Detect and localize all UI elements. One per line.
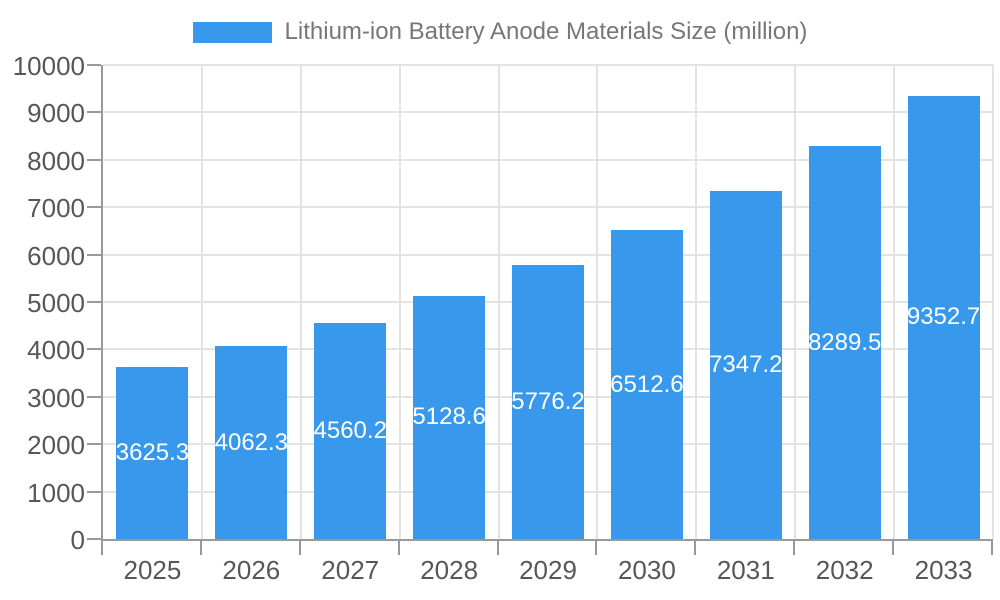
y-axis-tick-label: 10000 (12, 51, 85, 81)
x-axis-tick-label: 2028 (420, 555, 479, 585)
y-axis-tick-label: 1000 (27, 477, 85, 508)
y-axis-tick-label: 5000 (27, 288, 85, 318)
y-axis-tick-mark (87, 490, 101, 493)
gridline-vertical (398, 65, 401, 539)
y-axis-tick-label: 7000 (27, 193, 85, 224)
gridline-vertical (695, 65, 698, 539)
bar (709, 190, 782, 539)
y-axis-tick-mark (87, 538, 101, 540)
y-axis-tick-mark (87, 158, 101, 161)
bar (512, 265, 584, 539)
y-axis-tick-mark (87, 443, 101, 446)
bar (808, 146, 881, 539)
x-axis-tick-mark (595, 541, 598, 555)
x-axis-tick-mark (199, 541, 202, 555)
y-axis-tick-label: 2000 (27, 430, 85, 461)
y-axis-tick-label: 9000 (27, 98, 85, 129)
x-axis-tick-mark (496, 541, 499, 555)
bar (907, 95, 980, 539)
x-axis-tick-label: 2029 (519, 555, 577, 585)
x-axis-tick-mark (298, 541, 301, 555)
bar (116, 367, 189, 539)
y-axis-tick-mark (87, 206, 101, 209)
x-axis-tick-label: 2031 (716, 555, 775, 585)
x-axis-tick-label: 2026 (222, 555, 281, 585)
gridline-vertical (200, 65, 203, 539)
gridline-horizontal (103, 158, 993, 161)
legend-item[interactable]: Lithium-ion Battery Anode Materials Size… (0, 14, 1000, 50)
plot-area: 3625.3 4062.3 4560.2 5128.6 5776.2 6512.6 7347… (101, 64, 994, 541)
y-axis-tick-mark (87, 253, 101, 256)
x-axis-tick-mark (101, 541, 103, 555)
bar-value-label: 5128.6 (412, 403, 486, 431)
bar-value-label: 7347.2 (709, 350, 783, 378)
y-axis-tick-label: 0 (70, 525, 85, 555)
y-axis-tick-label: 4000 (27, 335, 85, 366)
x-axis-tick-label: 2025 (123, 555, 182, 585)
bar (215, 346, 288, 539)
bar-value-label: 6512.6 (610, 370, 684, 398)
gridline-horizontal (103, 253, 993, 256)
bar-value-label: 3625.3 (115, 439, 190, 467)
bar-value-label: 8289.5 (807, 328, 882, 356)
x-axis-tick-mark (793, 541, 796, 555)
gridline-horizontal (103, 64, 993, 66)
x-axis-tick-mark (892, 541, 895, 555)
bar-value-label: 9352.7 (906, 303, 981, 331)
y-axis-tick-mark (87, 301, 101, 303)
bar (610, 230, 683, 539)
y-axis-tick-label: 6000 (27, 240, 85, 271)
bar (413, 295, 486, 539)
y-axis-tick-label: 8000 (27, 145, 85, 176)
gridline-vertical (299, 65, 302, 539)
y-axis-tick-mark (87, 64, 101, 66)
x-axis-tick-label: 2030 (617, 555, 676, 585)
gridline-vertical (992, 65, 994, 539)
y-axis-tick-mark (87, 348, 101, 351)
gridline-vertical (497, 65, 500, 539)
gridline-vertical (893, 65, 896, 539)
gridline-vertical (596, 65, 599, 539)
x-axis-tick-label: 2033 (914, 555, 973, 585)
legend-color-swatch (192, 21, 272, 43)
x-axis-tick-mark (694, 541, 697, 555)
y-axis-tick-mark (87, 111, 101, 114)
bar (314, 322, 387, 539)
bar-value-label: 4560.2 (313, 416, 387, 444)
x-axis-tick-mark (991, 541, 993, 555)
bar-value-label: 4062.3 (214, 428, 289, 456)
y-axis-tick-mark (87, 395, 101, 398)
gridline-horizontal (103, 206, 993, 209)
gridline-horizontal (103, 111, 993, 114)
gridline-vertical (794, 65, 797, 539)
bar-value-label: 5776.2 (511, 388, 585, 416)
x-axis-tick-label: 2032 (815, 555, 874, 585)
x-axis-tick-mark (397, 541, 400, 555)
y-axis-tick-label: 3000 (27, 382, 85, 413)
x-axis-tick-label: 2027 (321, 555, 380, 585)
legend-label: Lithium-ion Battery Anode Materials Size… (284, 18, 808, 45)
